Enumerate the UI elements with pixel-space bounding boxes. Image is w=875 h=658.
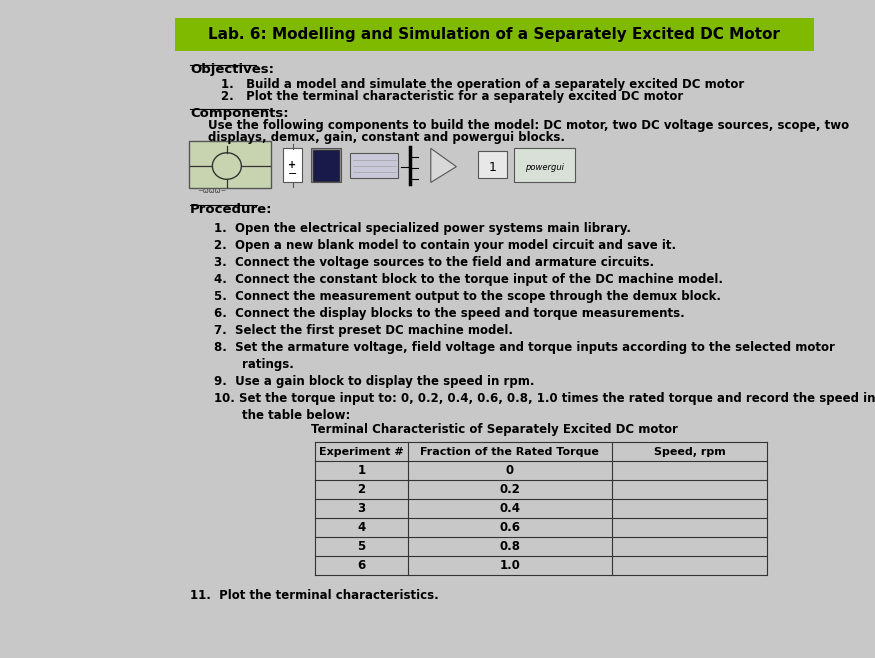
Text: the table below:: the table below: [242, 409, 351, 422]
Text: −: − [288, 169, 298, 179]
Text: 4.  Connect the constant block to the torque input of the DC machine model.: 4. Connect the constant block to the tor… [214, 273, 724, 286]
Text: 0.2: 0.2 [500, 483, 521, 496]
Text: Procedure:: Procedure: [190, 203, 273, 216]
Text: 8.  Set the armature voltage, field voltage and torque inputs according to the s: 8. Set the armature voltage, field volta… [214, 341, 836, 354]
Text: Lab. 6: Modelling and Simulation of a Separately Excited DC Motor: Lab. 6: Modelling and Simulation of a Se… [208, 26, 780, 41]
Text: +: + [289, 160, 297, 170]
FancyBboxPatch shape [175, 18, 814, 51]
Text: 2.  Open a new blank model to contain your model circuit and save it.: 2. Open a new blank model to contain you… [214, 239, 676, 251]
Text: 5: 5 [357, 540, 366, 553]
FancyBboxPatch shape [350, 153, 398, 178]
Text: displays, demux, gain, constant and powergui blocks.: displays, demux, gain, constant and powe… [207, 131, 564, 143]
Text: Use the following components to build the model: DC motor, two DC voltage source: Use the following components to build th… [207, 119, 849, 132]
Text: 6.  Connect the display blocks to the speed and torque measurements.: 6. Connect the display blocks to the spe… [214, 307, 685, 320]
Text: 1.0: 1.0 [500, 559, 521, 572]
FancyBboxPatch shape [283, 148, 302, 182]
Text: 1.   Build a model and simulate the operation of a separately excited DC motor: 1. Build a model and simulate the operat… [221, 78, 745, 91]
Text: 10. Set the torque input to: 0, 0.2, 0.4, 0.6, 0.8, 1.0 times the rated torque a: 10. Set the torque input to: 0, 0.2, 0.4… [214, 392, 875, 405]
Text: Objectives:: Objectives: [190, 63, 274, 76]
Text: 0.8: 0.8 [500, 540, 521, 553]
Text: Experiment #: Experiment # [318, 447, 403, 457]
FancyBboxPatch shape [311, 148, 341, 182]
Text: 5.  Connect the measurement output to the scope through the demux block.: 5. Connect the measurement output to the… [214, 290, 721, 303]
Text: 7.  Select the first preset DC machine model.: 7. Select the first preset DC machine mo… [214, 324, 514, 337]
Text: Components:: Components: [190, 107, 289, 120]
Text: 1: 1 [357, 464, 366, 477]
FancyBboxPatch shape [514, 148, 575, 182]
Text: 1.  Open the electrical specialized power systems main library.: 1. Open the electrical specialized power… [214, 222, 632, 235]
Text: 4: 4 [357, 521, 366, 534]
Text: Speed, rpm: Speed, rpm [654, 447, 725, 457]
Text: 3: 3 [357, 502, 366, 515]
Text: 0.6: 0.6 [500, 521, 521, 534]
FancyBboxPatch shape [312, 150, 339, 180]
Text: 6: 6 [357, 559, 366, 572]
Text: ~ωωω~: ~ωωω~ [197, 188, 227, 193]
Polygon shape [430, 148, 457, 182]
Text: 9.  Use a gain block to display the speed in rpm.: 9. Use a gain block to display the speed… [214, 375, 535, 388]
Text: 0: 0 [506, 464, 514, 477]
Text: 1: 1 [488, 161, 496, 174]
Text: Fraction of the Rated Torque: Fraction of the Rated Torque [421, 447, 599, 457]
Text: powergui: powergui [525, 163, 564, 172]
Text: 0.4: 0.4 [500, 502, 521, 515]
Text: 2: 2 [357, 483, 366, 496]
Text: Terminal Characteristic of Separately Excited DC motor: Terminal Characteristic of Separately Ex… [311, 423, 678, 436]
Text: ratings.: ratings. [242, 358, 294, 371]
Text: 11.  Plot the terminal characteristics.: 11. Plot the terminal characteristics. [190, 589, 439, 601]
FancyBboxPatch shape [478, 151, 507, 178]
FancyBboxPatch shape [189, 141, 271, 188]
Text: 2.   Plot the terminal characteristic for a separately excited DC motor: 2. Plot the terminal characteristic for … [221, 90, 683, 103]
Text: 3.  Connect the voltage sources to the field and armature circuits.: 3. Connect the voltage sources to the fi… [214, 256, 654, 268]
